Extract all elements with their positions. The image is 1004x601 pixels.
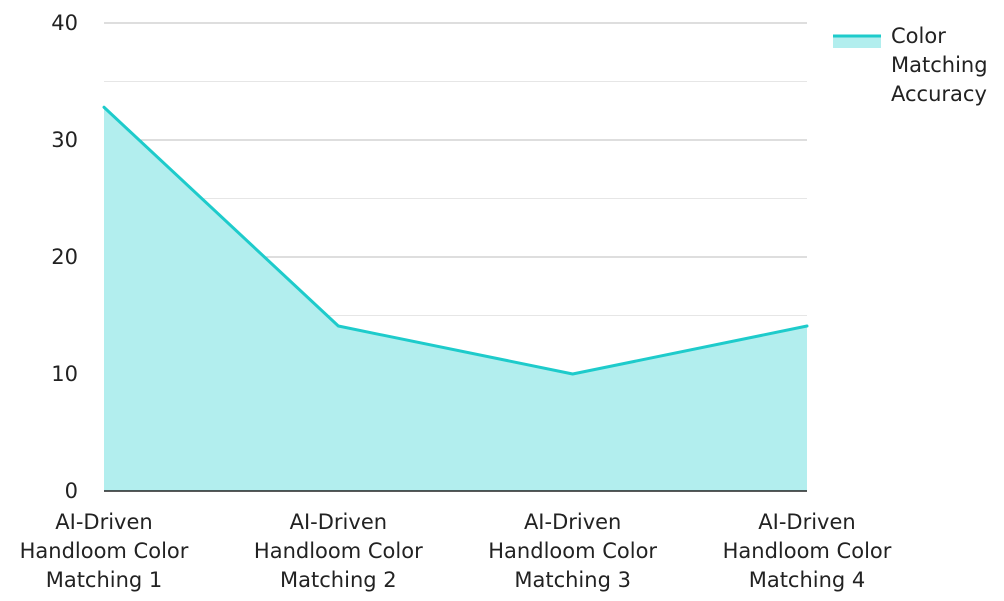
legend-label-line: Accuracy [891,82,987,106]
area-layer [102,105,809,492]
x-tick-label-line: Handloom Color [254,539,423,563]
legend-label-line: Color [891,24,946,48]
x-tick-label-1: AI-Driven Handloom Color Matching 1 [20,510,189,592]
x-tick-label-3: AI-Driven Handloom Color Matching 3 [488,510,657,592]
x-tick-label-line: AI-Driven [758,510,855,534]
series-area-fill [104,107,807,492]
y-tick-label-0: 0 [65,479,78,503]
series-line [102,105,809,376]
legend-label: Color Matching Accuracy [891,24,988,106]
x-tick-label-line: Matching 3 [514,568,631,592]
y-tick-label-30: 30 [51,128,78,152]
y-tick-label-10: 10 [51,362,78,386]
x-tick-label-line: Handloom Color [723,539,892,563]
x-tick-label-2: AI-Driven Handloom Color Matching 2 [254,510,423,592]
y-tick-label-20: 20 [51,245,78,269]
x-tick-label-line: Matching 2 [280,568,397,592]
x-tick-label-line: Handloom Color [488,539,657,563]
legend-label-line: Matching [891,53,988,77]
legend: Color Matching Accuracy [833,24,988,106]
y-axis-ticks: 0 10 20 30 40 [51,11,78,503]
x-axis-ticks: AI-Driven Handloom Color Matching 1AI-Driv… [20,510,892,592]
x-tick-label-line: AI-Driven [290,510,387,534]
x-tick-label-line: AI-Driven [55,510,152,534]
y-tick-label-40: 40 [51,11,78,35]
x-tick-label-4: AI-Driven Handloom Color Matching 4 [723,510,892,592]
legend-swatch-fill [833,36,881,48]
x-tick-label-line: Handloom Color [20,539,189,563]
x-tick-label-line: AI-Driven [524,510,621,534]
x-tick-label-line: Matching 1 [46,568,163,592]
x-tick-label-line: Matching 4 [749,568,866,592]
